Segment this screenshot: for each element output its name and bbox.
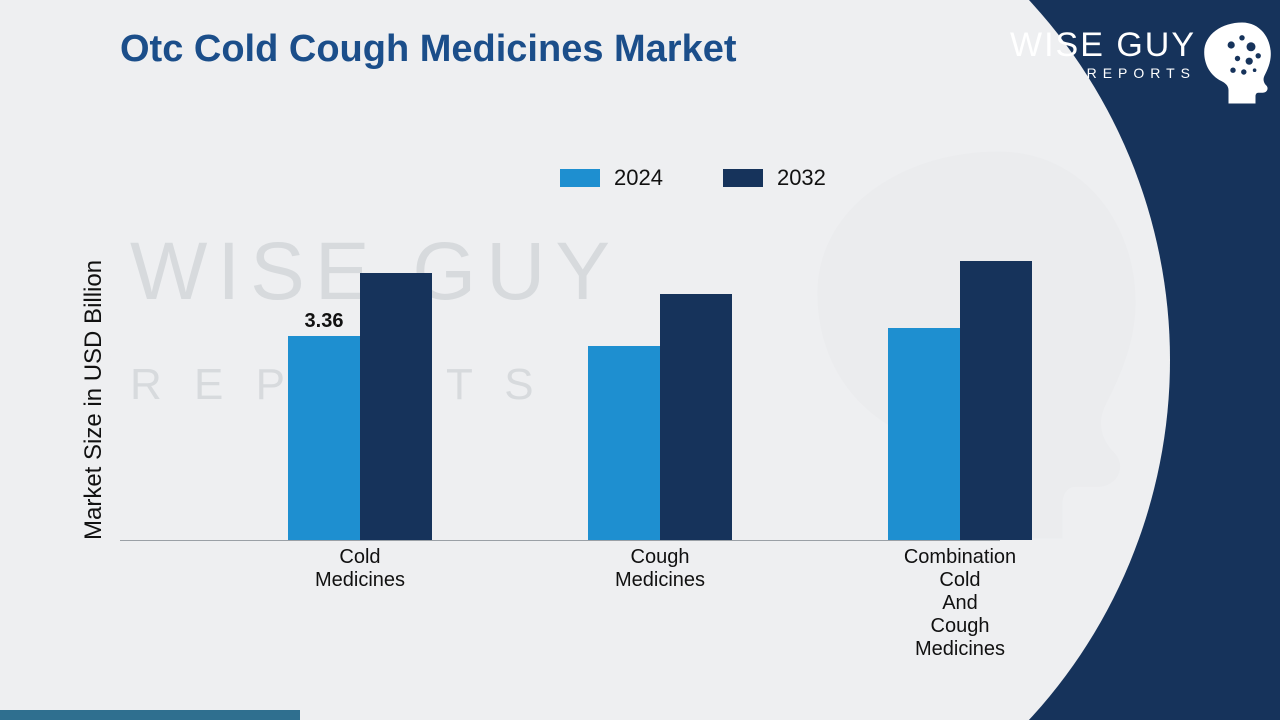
- bar-2032-g2: [960, 261, 1032, 540]
- legend-swatch-2024: [560, 169, 600, 187]
- canvas: WISE GUY R E P O R T S Otc Cold Cough Me…: [0, 0, 1280, 720]
- bar-2032-g1: [660, 294, 732, 540]
- chart-baseline: [120, 540, 1000, 541]
- legend-label-2032: 2032: [777, 165, 826, 191]
- value-label-2024-g0: 3.36: [268, 310, 380, 333]
- bar-2024-g0: [288, 336, 360, 540]
- legend-item-2024: 2024: [560, 165, 663, 191]
- category-label-2: CombinationColdAndCoughMedicines: [870, 546, 1050, 661]
- category-label-0: ColdMedicines: [270, 546, 450, 592]
- page-title: Otc Cold Cough Medicines Market: [120, 28, 737, 71]
- y-axis-label: Market Size in USD Billion: [80, 260, 108, 540]
- bar-2024-g1: [588, 346, 660, 540]
- category-label-1: CoughMedicines: [570, 546, 750, 592]
- brand-line2: REPORTS: [1010, 66, 1196, 80]
- brand-head-icon: [1188, 18, 1278, 108]
- bar-2024-g2: [888, 328, 960, 541]
- legend: 2024 2032: [560, 165, 826, 191]
- bottom-accent-bar: [0, 710, 300, 720]
- legend-item-2032: 2032: [723, 165, 826, 191]
- legend-label-2024: 2024: [614, 165, 663, 191]
- brand-line1: WISE GUY: [1010, 28, 1196, 62]
- brand-logo: WISE GUY REPORTS: [1010, 28, 1196, 80]
- bar-chart: ColdMedicinesCoughMedicinesCombinationCo…: [120, 200, 1000, 540]
- legend-swatch-2032: [723, 169, 763, 187]
